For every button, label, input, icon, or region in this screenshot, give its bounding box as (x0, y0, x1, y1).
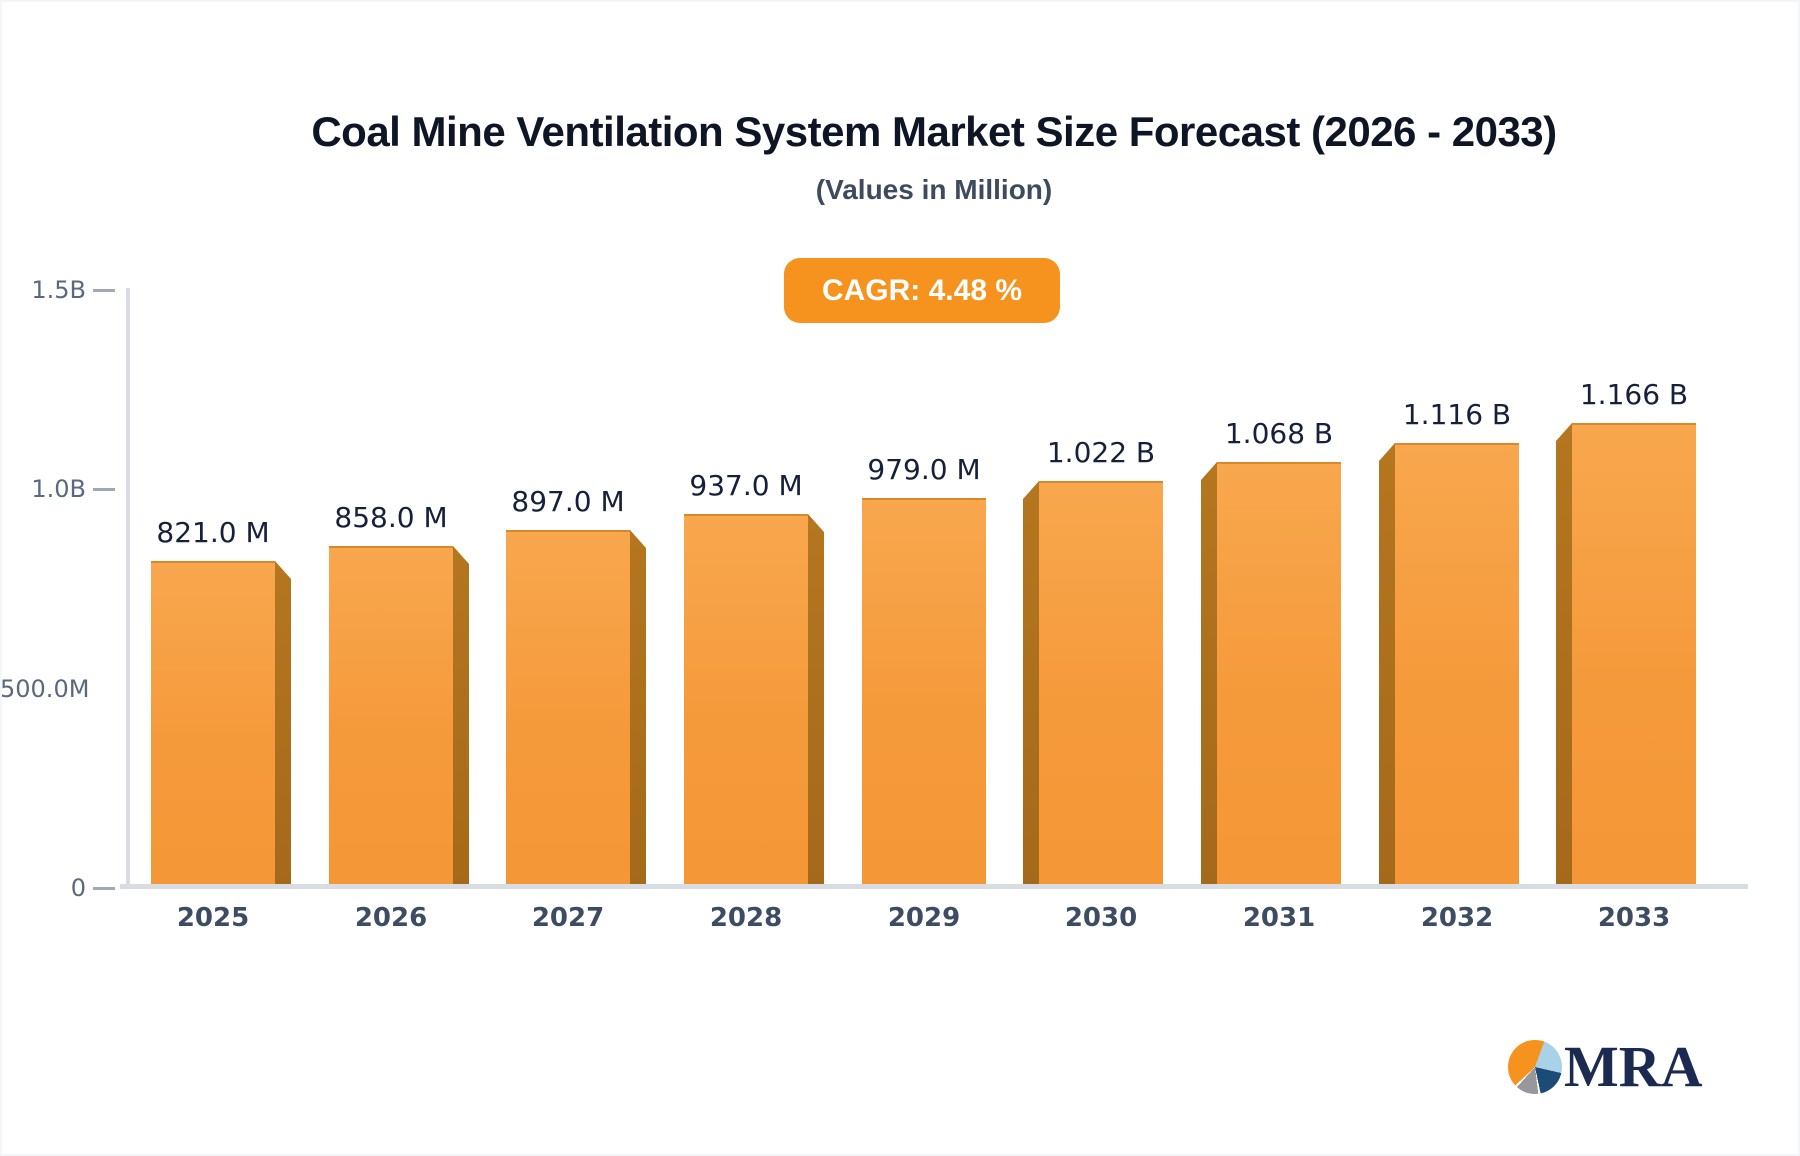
bar-2031 (1201, 462, 1341, 888)
bar-value-label: 1.116 B (1402, 398, 1512, 431)
y-axis-tick-dash (93, 887, 115, 890)
bar-value-label: 937.0 M (689, 469, 803, 502)
bar-2029 (862, 498, 986, 888)
y-axis-tick-label: 0 (70, 874, 86, 902)
x-axis-label: 2029 (887, 903, 961, 933)
bar-2028 (684, 514, 824, 888)
bar-side-face (808, 514, 824, 888)
bar-value-label: 897.0 M (511, 485, 625, 518)
bar-side-face (1201, 462, 1217, 888)
bar-side-face (1023, 481, 1039, 888)
y-axis-tick-dash (93, 488, 115, 491)
bar-face (862, 498, 986, 888)
bar-value-label: 1.068 B (1224, 417, 1334, 450)
bar-2030 (1023, 481, 1163, 888)
bar-face (506, 530, 630, 888)
bar-value-label: 1.022 B (1046, 436, 1156, 469)
x-axis-label: 2031 (1242, 903, 1316, 933)
chart-subtitle: (Values in Million) (815, 174, 1053, 205)
bar-face (1395, 443, 1519, 888)
x-axis-label: 2032 (1420, 903, 1494, 933)
bar-2026 (329, 546, 469, 888)
x-axis-label: 2030 (1064, 903, 1138, 933)
bar-value-label: 979.0 M (867, 453, 981, 486)
bar-face (329, 546, 453, 888)
bar-side-face (453, 546, 469, 888)
bar-side-face (630, 530, 646, 888)
x-axis-label: 2025 (176, 903, 250, 933)
bar-2027 (506, 530, 646, 888)
bar-face (1217, 462, 1341, 888)
bar-2033 (1556, 423, 1696, 888)
y-axis-tick-label: 500.0M (0, 675, 90, 703)
y-axis-tick-label: 1.0B (31, 475, 86, 503)
cagr-badge: CAGR: 4.48 % (783, 258, 1061, 323)
bar-side-face (1556, 423, 1572, 888)
logo-text: MRA (1564, 1034, 1703, 1099)
bar-2032 (1379, 443, 1519, 888)
x-axis-label: 2033 (1597, 903, 1671, 933)
bar-face (684, 514, 808, 888)
bar-value-label: 821.0 M (156, 516, 270, 549)
bar-2025 (151, 561, 291, 888)
bar-value-label: 1.166 B (1579, 378, 1689, 411)
x-axis-label: 2027 (531, 903, 605, 933)
bar-face (1572, 423, 1696, 888)
y-axis-line (126, 288, 130, 888)
y-axis-tick-label: 1.5B (31, 276, 86, 304)
bar-face (151, 561, 275, 888)
x-axis-line (120, 884, 1748, 889)
y-axis-tick-dash (93, 289, 115, 292)
bar-face (1039, 481, 1163, 888)
chart-title: Coal Mine Ventilation System Market Size… (311, 108, 1557, 155)
brand-logo: MRA (1508, 1034, 1703, 1099)
bar-side-face (275, 561, 291, 888)
x-axis-label: 2026 (354, 903, 428, 933)
x-axis-label: 2028 (709, 903, 783, 933)
bar-value-label: 858.0 M (334, 501, 448, 534)
bar-side-face (1379, 443, 1395, 888)
logo-pie-icon (1508, 1040, 1562, 1094)
